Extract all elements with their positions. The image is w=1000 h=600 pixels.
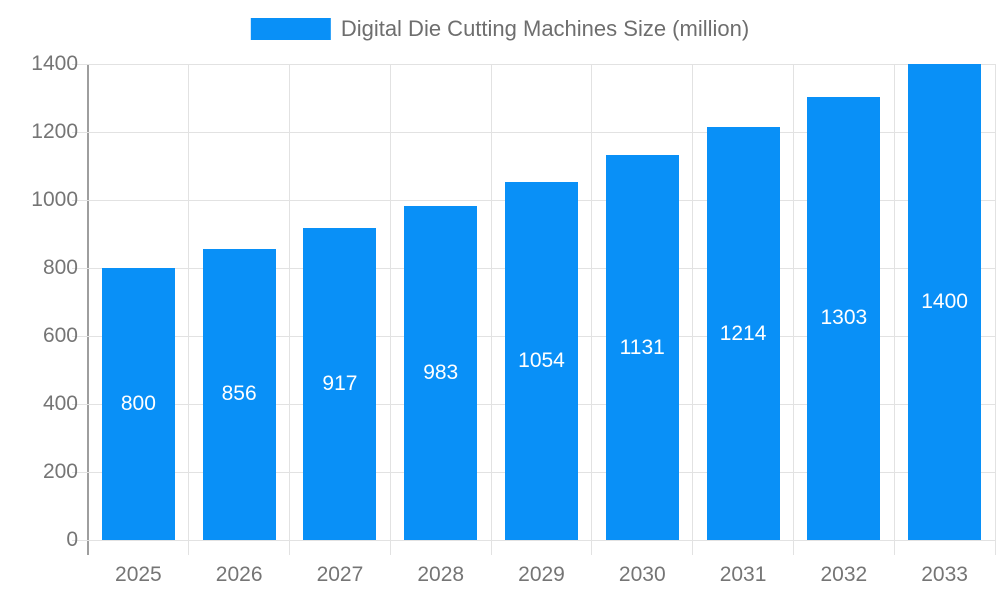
- x-axis-label: 2031: [719, 563, 767, 586]
- legend-item[interactable]: Digital Die Cutting Machines Size (milli…: [250, 14, 750, 44]
- bar-value-label: 800: [120, 392, 156, 415]
- y-axis-tick-label: 1000: [31, 188, 78, 211]
- gridline-vertical: [692, 64, 694, 555]
- bar[interactable]: 1131: [605, 155, 679, 540]
- gridline-vertical: [490, 64, 492, 555]
- x-axis-label: 2027: [316, 563, 364, 586]
- bar-value-label: 917: [322, 372, 358, 396]
- y-axis-tick-label: 800: [42, 256, 78, 279]
- y-axis-tick-label: 400: [42, 392, 78, 415]
- gridline-vertical: [792, 64, 794, 555]
- gridline-horizontal: [72, 539, 995, 541]
- gridline-vertical: [893, 64, 895, 555]
- y-axis-tick-label: 1200: [31, 120, 78, 143]
- bar[interactable]: 1214: [706, 127, 780, 540]
- gridline-vertical: [994, 64, 996, 555]
- bar-value-label: 983: [423, 360, 459, 384]
- bar-value-label: 856: [221, 382, 257, 406]
- bar-value-label: 1214: [719, 321, 767, 345]
- bar[interactable]: 1303: [807, 96, 881, 540]
- x-axis-label: 2026: [215, 563, 263, 586]
- y-axis-tick-label: 0: [66, 528, 78, 551]
- bar-value-label: 1303: [820, 306, 868, 330]
- y-axis-tick-label: 200: [42, 460, 78, 483]
- gridline-horizontal: [72, 131, 995, 133]
- gridline-vertical: [591, 64, 593, 555]
- y-axis-line: [87, 64, 89, 555]
- bar[interactable]: 1054: [505, 181, 578, 540]
- bar-value-label: 1400: [921, 290, 968, 313]
- gridline-vertical: [188, 64, 190, 555]
- bar[interactable]: 856: [202, 248, 276, 540]
- x-axis-label: 2032: [820, 563, 868, 586]
- gridline-horizontal: [72, 63, 995, 65]
- x-axis-label: 2028: [417, 563, 465, 586]
- legend-swatch: [250, 18, 331, 40]
- x-axis-label: 2033: [921, 563, 968, 586]
- gridline-vertical: [289, 64, 291, 555]
- bar-value-label: 1131: [619, 335, 665, 359]
- legend-label: Digital Die Cutting Machines Size (milli…: [340, 16, 750, 41]
- x-axis-label: 2029: [518, 563, 565, 586]
- y-axis-tick-label: 1400: [31, 52, 78, 75]
- bar-value-label: 1054: [518, 348, 565, 372]
- gridline-vertical: [389, 64, 391, 555]
- plot-area: 800 856 917 983 1054 1131 1214 1303 1400: [72, 63, 996, 555]
- bar[interactable]: 917: [303, 228, 377, 540]
- x-axis-label: 2030: [618, 563, 666, 586]
- bar[interactable]: 983: [404, 205, 478, 540]
- y-axis-tick-label: 600: [42, 324, 78, 347]
- bar[interactable]: 1400: [908, 64, 982, 540]
- x-axis-label: 2025: [115, 563, 162, 586]
- bar[interactable]: 800: [101, 268, 175, 540]
